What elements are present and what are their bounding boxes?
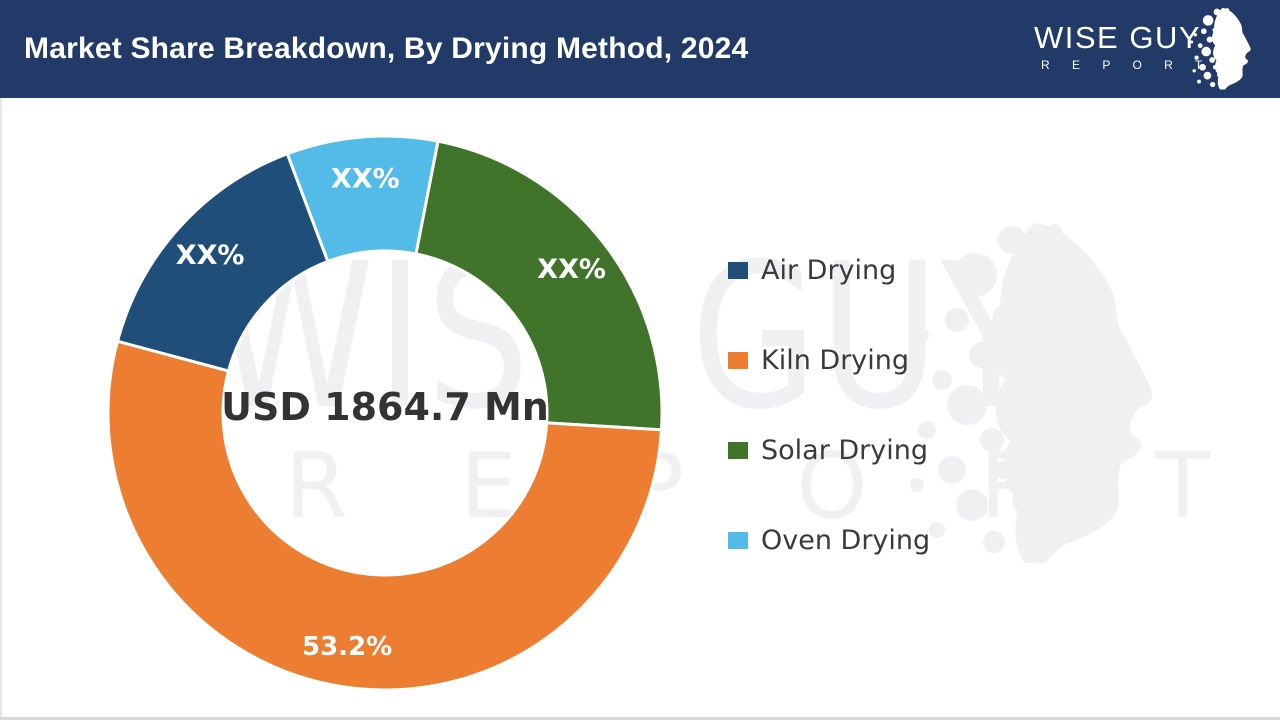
head-dot: [915, 328, 929, 342]
brand-logo: WISE GUY R E P O R T S: [1016, 0, 1266, 98]
head-dot: [929, 522, 945, 538]
head-dot: [1202, 15, 1214, 26]
bottom-border: [0, 717, 1280, 720]
head-dot: [1212, 27, 1217, 33]
legend-swatch: [728, 441, 748, 459]
head-dot: [1045, 224, 1063, 242]
head-dot: [1028, 424, 1040, 436]
head-dot: [1197, 43, 1203, 48]
head-dot: [1218, 17, 1226, 25]
legend-item: Kiln Drying: [728, 336, 930, 384]
head-dot: [1190, 40, 1194, 44]
head-dot: [910, 478, 924, 492]
head-dot: [1209, 57, 1216, 63]
legend-swatch: [728, 351, 748, 369]
head-dot: [1193, 33, 1198, 37]
head-dot: [1017, 262, 1047, 292]
head-profile-shape: [1212, 7, 1251, 90]
segment-label: 53.2%: [302, 632, 392, 662]
head-dot: [918, 421, 936, 439]
head-dot: [1221, 27, 1225, 31]
head-dot: [1004, 392, 1020, 408]
legend-item: Air Drying: [728, 246, 930, 294]
page-title: Market Share Breakdown, By Drying Method…: [24, 32, 749, 65]
head-dot: [1197, 79, 1201, 84]
head-dot: [1200, 28, 1207, 35]
head-dot: [1032, 304, 1044, 316]
head-dot: [1194, 55, 1199, 60]
head-dot: [1210, 81, 1216, 88]
head-dot: [1217, 72, 1222, 78]
donut-segment-solar-drying: [414, 139, 664, 432]
legend-item: Solar Drying: [728, 426, 930, 474]
head-dot: [995, 461, 1013, 479]
head-dot: [1192, 69, 1196, 73]
head-dot: [901, 359, 913, 371]
head-dot: [1012, 492, 1032, 512]
brand-logo-name: WISE GUY: [1034, 20, 1202, 55]
donut-segment-kiln-drying: [106, 339, 663, 692]
legend-label: Solar Drying: [761, 434, 929, 466]
head-dot: [1206, 36, 1213, 43]
legend-label: Oven Drying: [761, 524, 931, 556]
head-dot: [993, 306, 1011, 324]
head-dot: [956, 489, 988, 521]
head-dot: [1212, 65, 1218, 70]
head-dot: [932, 370, 952, 390]
head-dot: [947, 385, 987, 425]
legend-swatch: [728, 261, 748, 279]
header-bar: Market Share Breakdown, By Drying Method…: [0, 0, 1280, 98]
legend-label: Kiln Drying: [761, 344, 910, 376]
head-dot: [998, 226, 1026, 254]
head-dot: [983, 531, 1005, 553]
head-dot: [938, 456, 966, 484]
segment-label: XX%: [537, 254, 606, 285]
legend-item: Oven Drying: [728, 516, 930, 564]
chart-center-value: USD 1864.7 Mn: [221, 385, 549, 429]
head-dot: [969, 342, 995, 368]
donut-chart: XX% XX% XX% 53.2%: [106, 134, 664, 692]
head-dot: [1224, 8, 1230, 13]
segment-label: XX%: [176, 240, 245, 271]
brand-logo-subtitle: R E P O R T S: [1041, 58, 1242, 72]
head-dot: [953, 253, 997, 297]
head-dot: [945, 308, 969, 332]
head-dot: [1230, 16, 1234, 21]
legend-swatch: [728, 531, 748, 549]
head-dot: [1215, 48, 1219, 53]
head-dot: [1203, 71, 1212, 80]
head-dot: [1067, 260, 1081, 274]
watermark-face-graphic: [901, 223, 1153, 563]
head-profile-shape: [991, 223, 1153, 563]
head-dot: [1199, 63, 1206, 71]
legend-label: Air Drying: [761, 254, 897, 286]
head-dot: [1005, 333, 1039, 367]
head-dot: [1215, 34, 1224, 43]
head-dot: [1213, 8, 1221, 16]
head-dot: [1201, 46, 1211, 57]
legend: Air Drying Kiln Drying Solar Drying Oven Dr…: [728, 246, 930, 606]
left-border: [0, 98, 2, 717]
head-dot: [980, 428, 1004, 452]
brand-logo-face-icon: [1190, 7, 1251, 90]
segment-label: XX%: [331, 163, 400, 194]
head-dot: [1220, 56, 1224, 60]
